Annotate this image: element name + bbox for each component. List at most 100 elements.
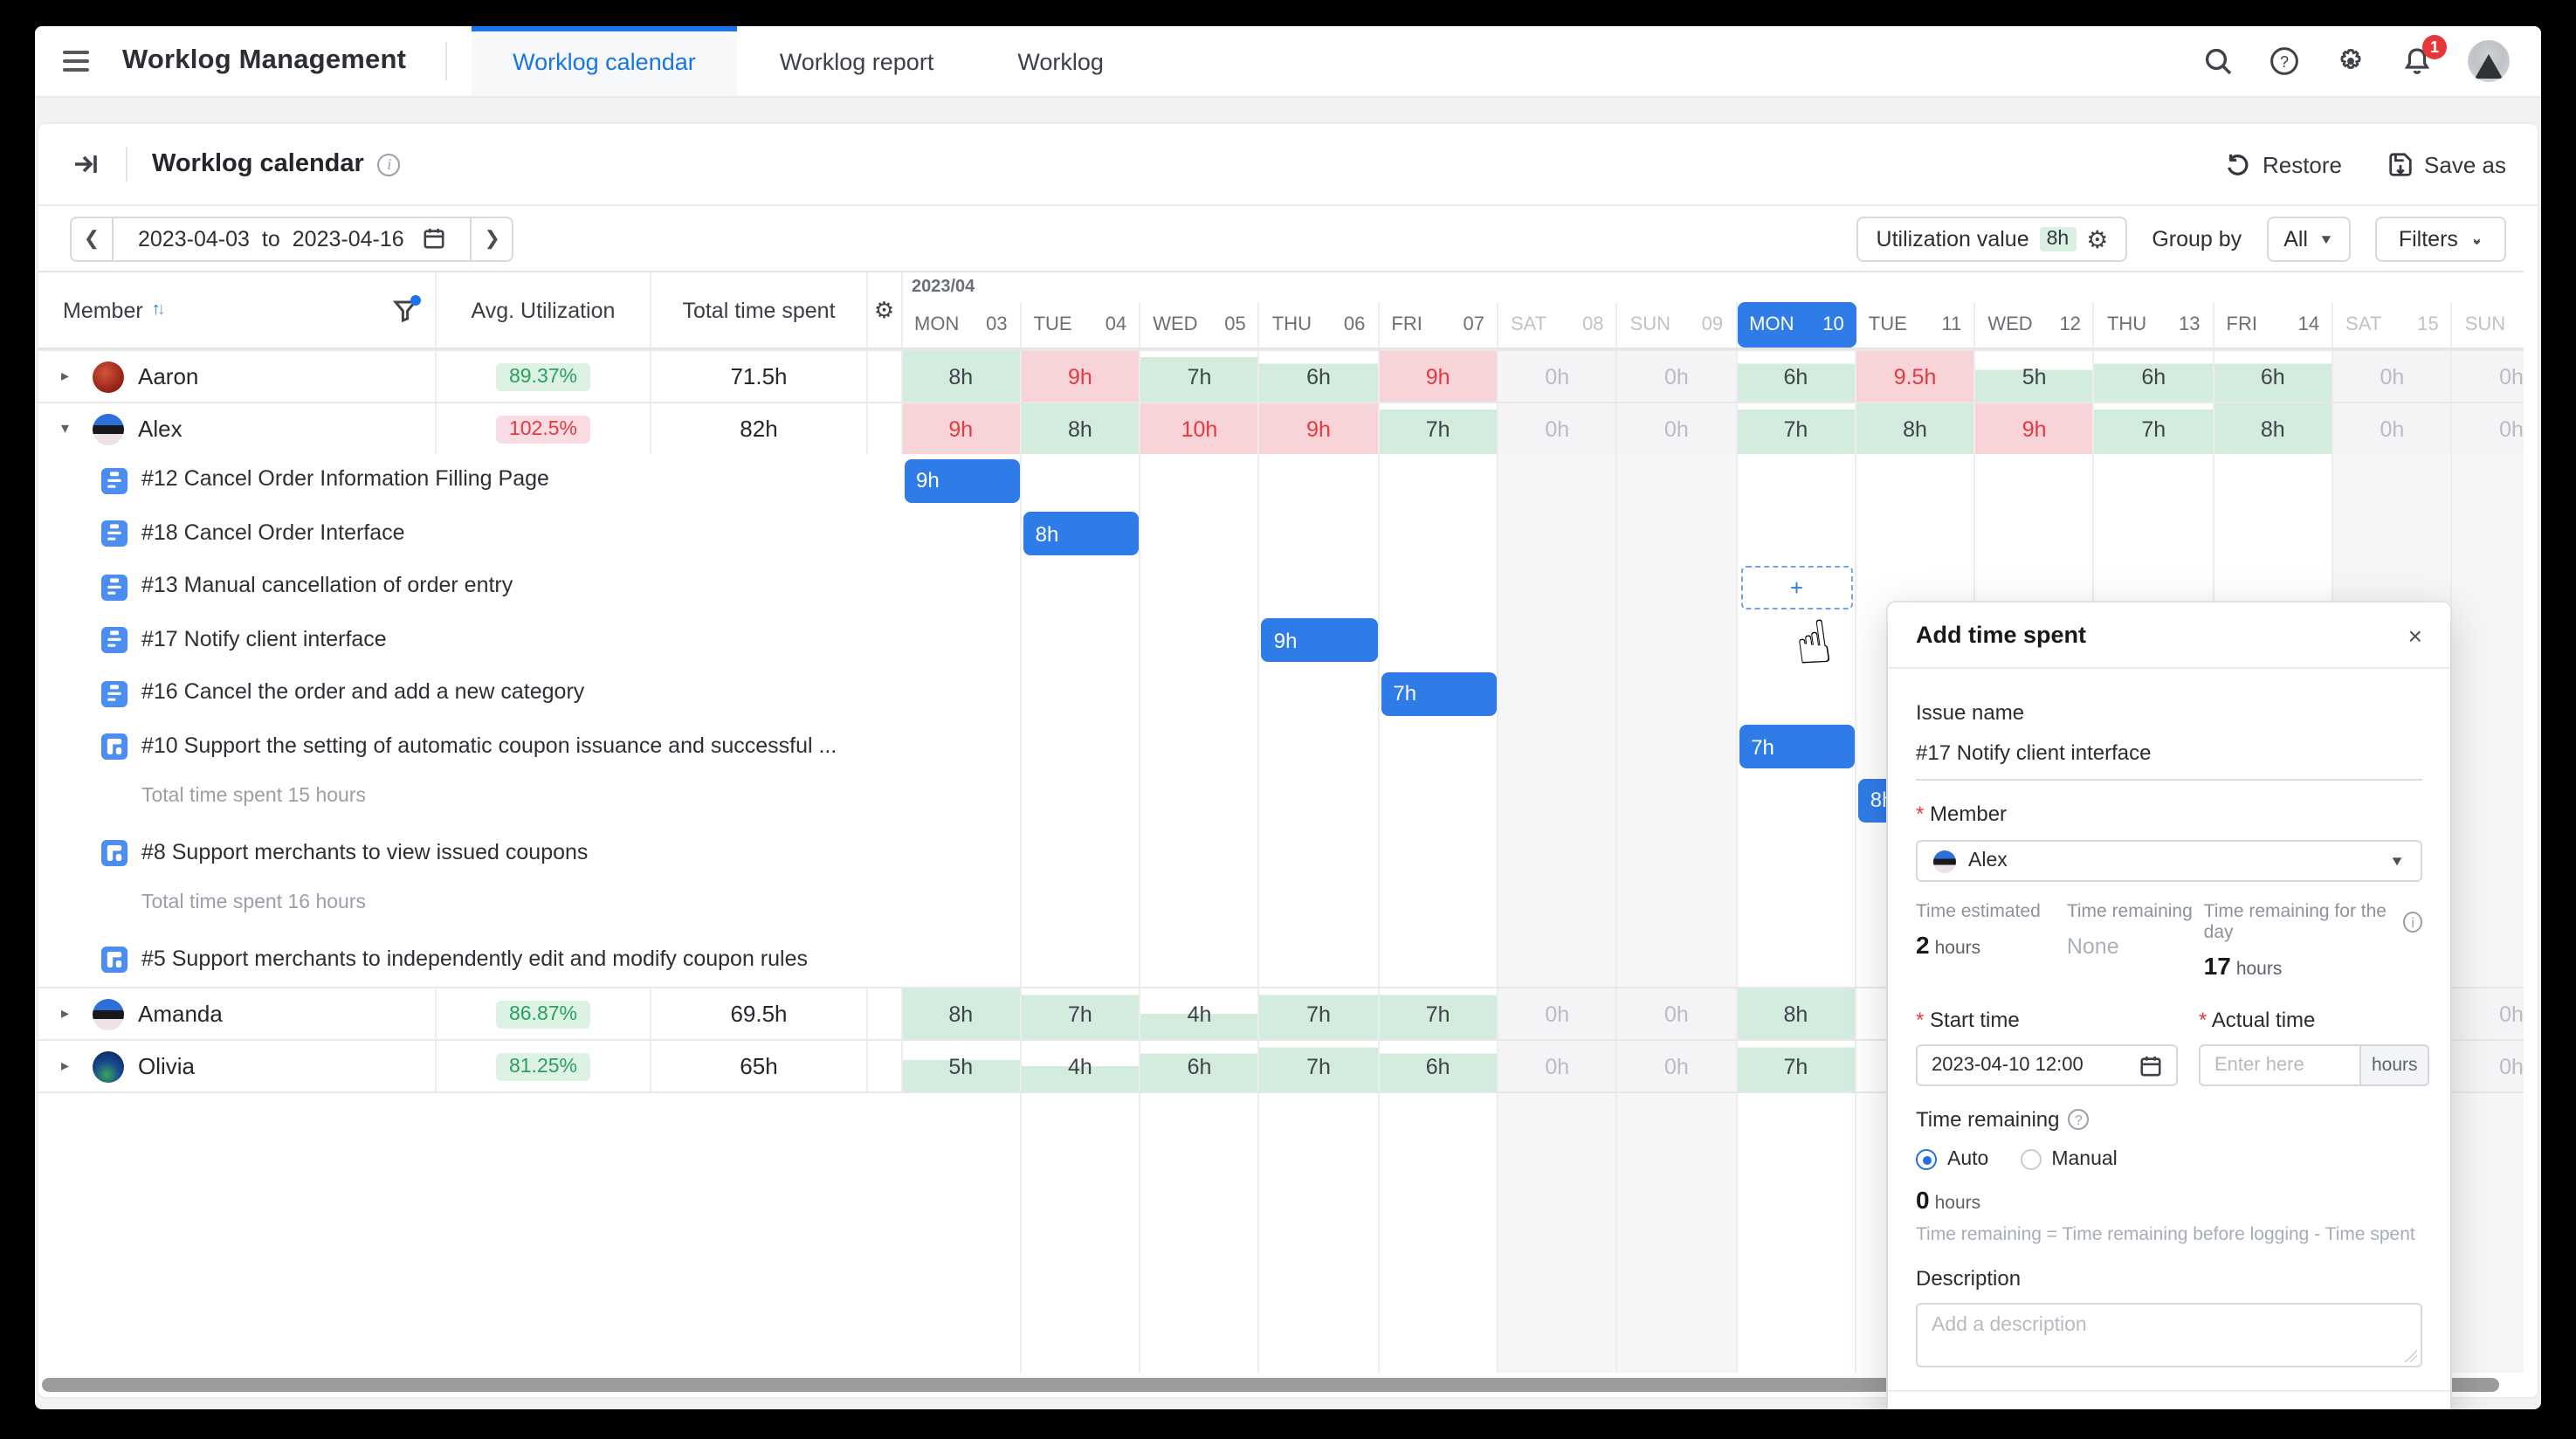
worklog-bar[interactable]: 9h	[904, 458, 1020, 502]
worklog-bar[interactable]: 9h	[1261, 618, 1378, 662]
restore-button[interactable]: Restore	[2226, 151, 2342, 177]
hours-cell[interactable]: 0h	[1498, 988, 1618, 1039]
group-by-select[interactable]: All ▼	[2266, 216, 2352, 261]
calendar-day-cell[interactable]	[1379, 454, 1498, 507]
member-cell-aaron[interactable]: ▸ Aaron	[38, 351, 437, 402]
calendar-day-cell[interactable]	[1140, 933, 1260, 987]
task-label[interactable]: #17 Notify client interface	[38, 614, 902, 667]
calendar-day-cell[interactable]	[1737, 561, 1856, 614]
calendar-day-cell[interactable]	[2452, 561, 2524, 614]
calendar-day-cell[interactable]	[1617, 561, 1738, 614]
bell-icon[interactable]: 1	[2401, 35, 2447, 77]
calendar-day-cell[interactable]	[1617, 507, 1738, 561]
hours-cell[interactable]: 9h	[1021, 351, 1141, 402]
tab-worklog-calendar[interactable]: Worklog calendar	[471, 26, 738, 96]
hours-cell[interactable]: 6h	[2214, 351, 2334, 402]
calendar-day-cell[interactable]	[1617, 614, 1738, 667]
calendar-day-cell[interactable]	[902, 667, 1022, 720]
calendar-day-cell[interactable]	[1617, 667, 1738, 720]
utilization-value-button[interactable]: Utilization value 8h ⚙	[1856, 216, 2128, 261]
calendar-day-cell[interactable]	[902, 454, 1022, 507]
hours-cell[interactable]: 0h	[1498, 403, 1618, 454]
hours-cell[interactable]: 7h	[1140, 351, 1260, 402]
hours-cell[interactable]: 8h	[902, 351, 1022, 402]
hours-cell[interactable]	[2333, 1041, 2453, 1091]
calendar-day-cell[interactable]	[1498, 1093, 1618, 1373]
calendar-day-cell[interactable]	[1617, 454, 1738, 507]
calendar-day-cell[interactable]	[902, 614, 1022, 667]
hours-cell[interactable]	[2333, 988, 2453, 1039]
calendar-day-cell[interactable]	[1498, 827, 1618, 933]
hours-cell[interactable]: 9h	[902, 403, 1022, 454]
hours-cell[interactable]: 7h	[1379, 988, 1498, 1039]
hours-cell[interactable]: 0h	[1617, 403, 1738, 454]
calendar-day-cell[interactable]	[1140, 720, 1260, 827]
calendar-day-cell[interactable]	[902, 561, 1022, 614]
calendar-day-cell[interactable]	[1379, 1093, 1498, 1373]
hours-cell[interactable]: 6h	[1379, 1041, 1498, 1091]
chevron-down-icon[interactable]: ▾	[61, 419, 70, 437]
radio-auto[interactable]: Auto	[1916, 1149, 1988, 1170]
calendar-day-cell[interactable]	[1379, 561, 1498, 614]
calendar-day-cell[interactable]	[1975, 454, 2095, 507]
chevron-right-icon[interactable]: ▸	[61, 1057, 70, 1074]
hours-cell[interactable]: 6h	[1259, 351, 1380, 402]
calendar-day-cell[interactable]	[902, 827, 1022, 933]
calendar-day-cell[interactable]	[2452, 507, 2524, 561]
hamburger-menu-icon[interactable]	[35, 26, 115, 96]
task-label[interactable]: #5 Support merchants to independently ed…	[38, 933, 902, 987]
hours-cell[interactable]: 9h	[1379, 351, 1498, 402]
calendar-day-cell[interactable]	[1737, 507, 1856, 561]
filter-funnel-icon[interactable]	[392, 294, 421, 322]
calendar-day-cell[interactable]	[1140, 1093, 1260, 1373]
hours-cell[interactable]: 6h	[2094, 351, 2214, 402]
calendar-day-cell[interactable]	[902, 933, 1022, 987]
calendar-day-cell[interactable]	[2214, 507, 2334, 561]
calendar-day-cell[interactable]	[1260, 933, 1380, 987]
hours-cell[interactable]: 0h	[2333, 403, 2453, 454]
settings-gear-icon[interactable]	[2335, 45, 2366, 77]
calendar-day-cell[interactable]	[2333, 507, 2453, 561]
calendar-day-cell[interactable]	[1260, 1093, 1380, 1373]
hours-cell[interactable]: 9h	[1975, 403, 2095, 454]
help-icon[interactable]: ?	[2269, 45, 2300, 77]
hours-cell[interactable]: 0h	[2452, 988, 2524, 1039]
horizontal-scrollbar[interactable]	[42, 1378, 2513, 1392]
next-period-button[interactable]: ❯	[470, 217, 513, 259]
table-settings-gear-icon[interactable]: ⚙	[868, 272, 902, 348]
task-label[interactable]: #8 Support merchants to view issued coup…	[38, 827, 902, 933]
calendar-day-cell[interactable]	[1737, 933, 1856, 987]
calendar-day-cell[interactable]	[1498, 507, 1618, 561]
hours-cell[interactable]: 8h	[1021, 403, 1141, 454]
hours-cell[interactable]: 7h	[1737, 403, 1856, 454]
task-label[interactable]: #10 Support the setting of automatic cou…	[38, 720, 902, 827]
calendar-day-cell[interactable]	[1022, 667, 1141, 720]
info-icon[interactable]: i	[2403, 912, 2422, 933]
hours-cell[interactable]: 4h	[1140, 988, 1260, 1039]
hours-cell[interactable]: 7h	[1259, 988, 1380, 1039]
hours-cell[interactable]: 7h	[2094, 403, 2214, 454]
chevron-right-icon[interactable]: ▸	[61, 1004, 70, 1022]
collapse-sidebar-icon[interactable]	[70, 148, 101, 180]
hours-cell[interactable]: 9.5h	[1856, 351, 1976, 402]
calendar-day-cell[interactable]	[1022, 454, 1141, 507]
worklog-bar[interactable]: 7h	[1739, 725, 1855, 768]
calendar-day-cell[interactable]	[1617, 827, 1738, 933]
hours-cell[interactable]: 10h	[1140, 403, 1260, 454]
calendar-day-cell[interactable]	[902, 1093, 1022, 1373]
tab-worklog[interactable]: Worklog	[1017, 48, 1104, 74]
save-as-button[interactable]: Save as	[2387, 151, 2506, 177]
calendar-day-cell[interactable]	[2452, 454, 2524, 507]
hours-cell[interactable]: 0h	[2452, 403, 2524, 454]
hours-cell[interactable]: 8h	[1856, 403, 1976, 454]
radio-manual[interactable]: Manual	[2020, 1149, 2118, 1170]
calendar-day-cell[interactable]	[1737, 454, 1856, 507]
task-label[interactable]: #18 Cancel Order Interface	[38, 507, 902, 561]
hours-cell[interactable]: 8h	[1737, 988, 1856, 1039]
calendar-day-cell[interactable]	[2452, 614, 2524, 667]
calendar-day-cell[interactable]	[1022, 1093, 1141, 1373]
prev-period-button[interactable]: ❮	[72, 217, 114, 259]
calendar-day-cell[interactable]	[2095, 507, 2214, 561]
hours-cell[interactable]: 4h	[1021, 1041, 1141, 1091]
hours-cell[interactable]: 0h	[1617, 351, 1738, 402]
